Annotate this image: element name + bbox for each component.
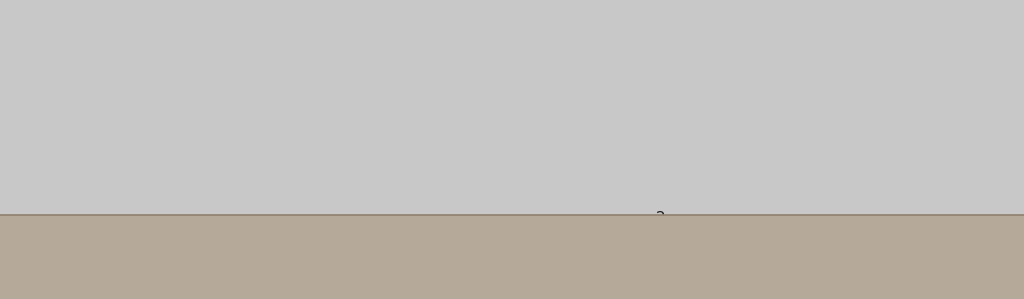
Text: 5.   Find the area intercepted between the curve $y = x^2 - 2x - 3$ and X-axis.: 5. Find the area intercepted between the… (72, 210, 885, 239)
